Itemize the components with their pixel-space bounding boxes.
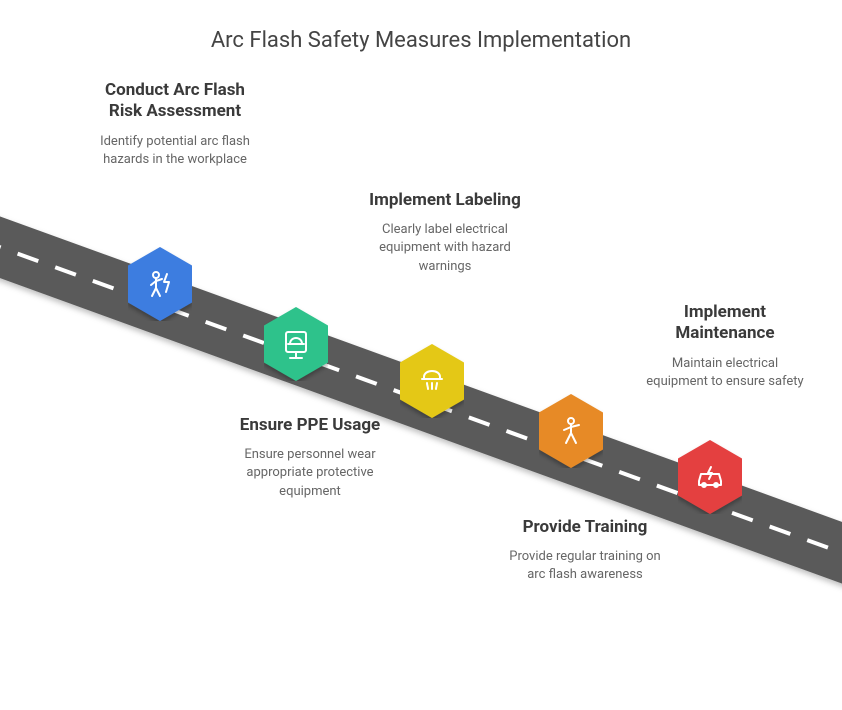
step-3-text: Implement Labeling Clearly label electri… (360, 190, 530, 276)
step-4-desc: Provide regular training on arc flash aw… (500, 548, 670, 584)
alarm-icon (414, 363, 450, 399)
step-5-hexagon (678, 440, 742, 514)
step-1-desc: Identify potential arc flash hazards in … (90, 133, 260, 169)
car-bolt-icon (692, 459, 728, 495)
step-1-text: Conduct Arc Flash Risk Assessment Identi… (90, 80, 260, 169)
hardhat-icon (278, 326, 314, 362)
step-4-text: Provide Training Provide regular trainin… (500, 517, 670, 585)
step-4-hexagon (539, 394, 603, 468)
step-5-title: Implement Maintenance (640, 302, 810, 345)
person-bolt-icon (142, 266, 178, 302)
step-2-desc: Ensure personnel wear appropriate protec… (225, 446, 395, 501)
step-1-title: Conduct Arc Flash Risk Assessment (90, 80, 260, 123)
step-5-desc: Maintain electrical equipment to ensure … (640, 355, 810, 391)
step-4-title: Provide Training (500, 517, 670, 538)
step-2-text: Ensure PPE Usage Ensure personnel wear a… (225, 415, 395, 501)
step-5-text: Implement Maintenance Maintain electrica… (640, 302, 810, 391)
step-2-hexagon (264, 307, 328, 381)
page-title: Arc Flash Safety Measures Implementation (0, 28, 842, 53)
walk-icon (553, 413, 589, 449)
step-1-hexagon (128, 247, 192, 321)
step-3-title: Implement Labeling (360, 190, 530, 211)
step-2-title: Ensure PPE Usage (225, 415, 395, 436)
step-3-hexagon (400, 344, 464, 418)
step-3-desc: Clearly label electrical equipment with … (360, 221, 530, 276)
